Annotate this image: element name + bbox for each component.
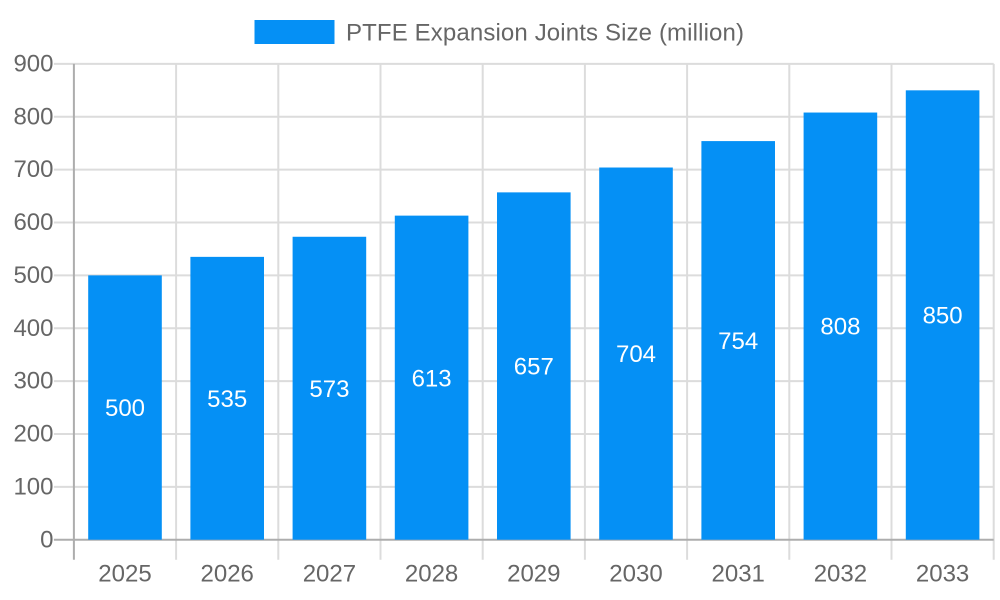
svg-text:2025: 2025 — [98, 561, 151, 588]
svg-text:2030: 2030 — [609, 561, 662, 588]
svg-text:850: 850 — [923, 303, 963, 330]
svg-text:2032: 2032 — [814, 561, 867, 588]
svg-text:573: 573 — [309, 376, 349, 403]
svg-text:500: 500 — [105, 395, 145, 422]
svg-text:900: 900 — [13, 51, 53, 78]
svg-text:300: 300 — [13, 368, 53, 395]
svg-text:100: 100 — [13, 473, 53, 500]
svg-text:2029: 2029 — [507, 561, 560, 588]
svg-text:500: 500 — [13, 262, 53, 289]
svg-text:200: 200 — [13, 421, 53, 448]
svg-text:0: 0 — [40, 526, 53, 553]
svg-text:700: 700 — [13, 156, 53, 183]
svg-text:2028: 2028 — [405, 561, 458, 588]
svg-text:657: 657 — [514, 354, 554, 381]
svg-text:2027: 2027 — [303, 561, 356, 588]
svg-text:PTFE Expansion Joints Size (mi: PTFE Expansion Joints Size (million) — [346, 20, 744, 47]
svg-text:808: 808 — [820, 314, 860, 341]
svg-text:613: 613 — [412, 365, 452, 392]
svg-text:2033: 2033 — [916, 561, 969, 588]
svg-text:800: 800 — [13, 103, 53, 130]
svg-text:754: 754 — [718, 328, 758, 355]
svg-text:2026: 2026 — [201, 561, 254, 588]
svg-text:535: 535 — [207, 386, 247, 413]
svg-text:400: 400 — [13, 315, 53, 342]
svg-text:2031: 2031 — [712, 561, 765, 588]
svg-text:704: 704 — [616, 341, 656, 368]
svg-text:600: 600 — [13, 209, 53, 236]
